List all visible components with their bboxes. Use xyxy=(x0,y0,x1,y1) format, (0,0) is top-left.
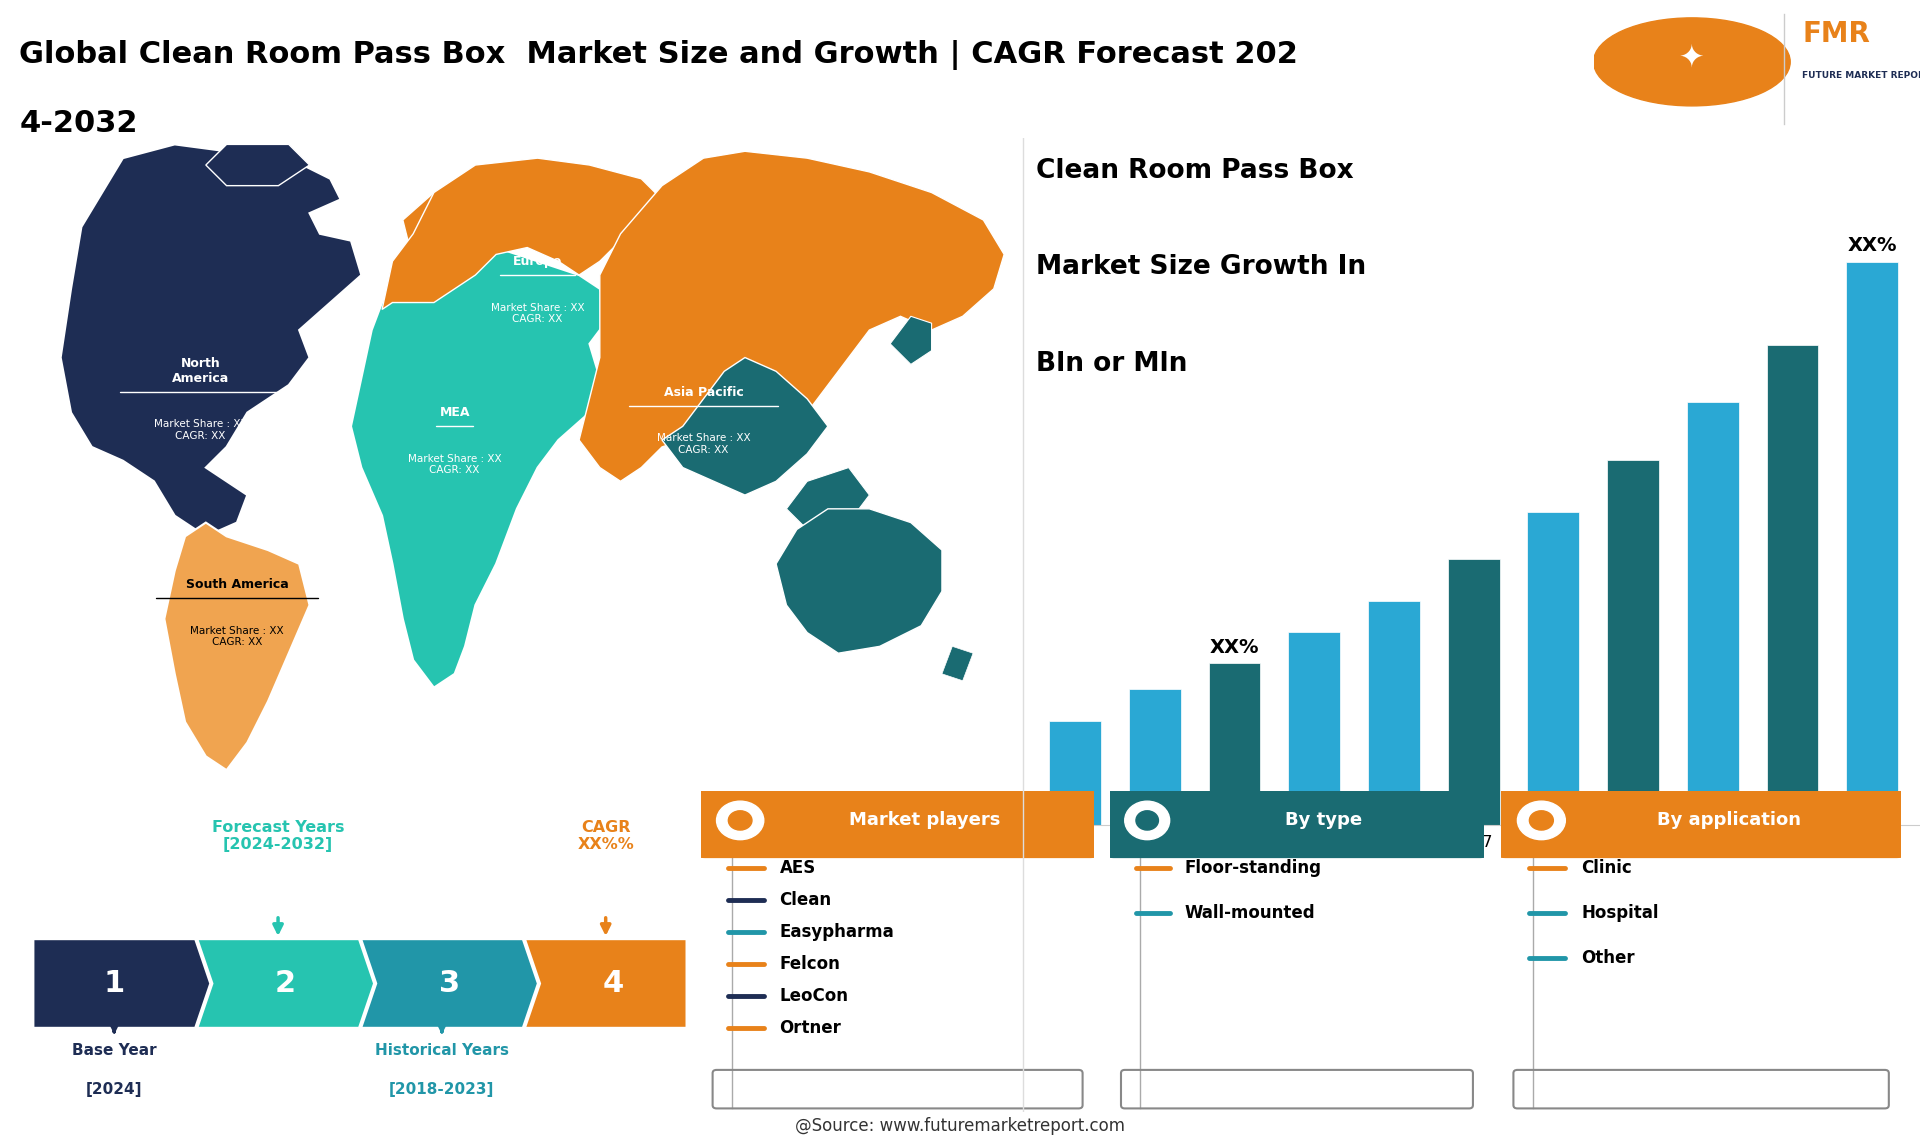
Text: Market Share : XX
CAGR: XX: Market Share : XX CAGR: XX xyxy=(154,419,248,441)
Text: [2018-2023]: [2018-2023] xyxy=(390,1082,495,1097)
Text: Market players: Market players xyxy=(849,811,1000,830)
Text: Forecast Years
[2024-2032]: Forecast Years [2024-2032] xyxy=(211,819,344,851)
Text: Easypharma: Easypharma xyxy=(780,923,895,941)
Text: Hospital: Hospital xyxy=(1582,904,1659,921)
Circle shape xyxy=(1125,801,1169,840)
Text: 3: 3 xyxy=(440,970,461,998)
Text: South America: South America xyxy=(186,579,288,591)
Polygon shape xyxy=(403,179,611,275)
Text: 4: 4 xyxy=(603,970,624,998)
FancyBboxPatch shape xyxy=(1498,787,1905,1115)
Text: FUTURE MARKET REPORT: FUTURE MARKET REPORT xyxy=(1803,71,1920,80)
Text: By type: By type xyxy=(1284,811,1361,830)
Text: By application: By application xyxy=(1657,811,1801,830)
Text: Clinic: Clinic xyxy=(1582,858,1632,877)
Polygon shape xyxy=(361,939,538,1028)
Polygon shape xyxy=(61,144,361,536)
Polygon shape xyxy=(205,144,309,186)
Text: Market Share : XX
CAGR: XX: Market Share : XX CAGR: XX xyxy=(492,303,584,324)
Circle shape xyxy=(1530,811,1553,830)
Text: Market Share : XX
CAGR: XX: Market Share : XX CAGR: XX xyxy=(407,454,501,476)
Bar xyxy=(1528,512,1580,825)
FancyBboxPatch shape xyxy=(1098,783,1496,858)
Text: Felcon: Felcon xyxy=(780,955,841,973)
Bar xyxy=(1766,345,1818,825)
Bar xyxy=(1048,721,1100,825)
Circle shape xyxy=(1594,18,1789,105)
Text: Asia Pacific: Asia Pacific xyxy=(664,386,743,399)
Bar xyxy=(1448,559,1500,825)
Polygon shape xyxy=(891,316,931,364)
Text: Wall-mounted: Wall-mounted xyxy=(1185,904,1315,921)
Text: MEA: MEA xyxy=(440,407,470,419)
Text: Base Year: Base Year xyxy=(71,1043,157,1058)
Text: AES: AES xyxy=(780,858,816,877)
FancyBboxPatch shape xyxy=(697,787,1098,1115)
Circle shape xyxy=(1517,801,1565,840)
Text: Clean Room Pass Box: Clean Room Pass Box xyxy=(1037,158,1354,185)
FancyBboxPatch shape xyxy=(689,783,1106,858)
Text: Market Share : XX
CAGR: XX: Market Share : XX CAGR: XX xyxy=(190,626,284,647)
Text: [2024]: [2024] xyxy=(86,1082,142,1097)
Polygon shape xyxy=(198,939,374,1028)
Text: 2: 2 xyxy=(275,970,296,998)
Polygon shape xyxy=(524,939,687,1028)
Circle shape xyxy=(728,811,753,830)
Polygon shape xyxy=(33,939,211,1028)
Text: XX%: XX% xyxy=(1847,236,1897,256)
Polygon shape xyxy=(351,248,611,688)
Text: Global Clean Room Pass Box  Market Size and Growth | CAGR Forecast 202: Global Clean Room Pass Box Market Size a… xyxy=(19,40,1298,70)
Text: LeoCon: LeoCon xyxy=(780,987,849,1005)
Text: Market Size Growth In: Market Size Growth In xyxy=(1037,254,1367,281)
Text: Other: Other xyxy=(1582,949,1636,966)
Text: FMR: FMR xyxy=(1803,21,1870,48)
Bar xyxy=(1607,460,1659,825)
Polygon shape xyxy=(787,468,870,529)
Circle shape xyxy=(716,801,764,840)
Text: Historical Years: Historical Years xyxy=(374,1043,509,1058)
Text: CAGR
XX%%: CAGR XX%% xyxy=(578,819,634,851)
Bar xyxy=(1367,601,1419,825)
Bar xyxy=(1208,664,1260,825)
Polygon shape xyxy=(580,151,1004,481)
Text: Bln or Mln: Bln or Mln xyxy=(1037,351,1187,377)
Text: Ortner: Ortner xyxy=(780,1019,841,1037)
Bar xyxy=(1129,690,1181,825)
Text: Floor-standing: Floor-standing xyxy=(1185,858,1321,877)
Polygon shape xyxy=(382,158,662,309)
Bar xyxy=(1688,402,1740,825)
Text: XX%: XX% xyxy=(1210,638,1260,657)
Bar xyxy=(1847,261,1899,825)
Polygon shape xyxy=(943,646,973,681)
Text: 1: 1 xyxy=(104,970,125,998)
Text: North
America: North America xyxy=(173,358,228,385)
Circle shape xyxy=(1137,811,1158,830)
Text: ✦: ✦ xyxy=(1680,44,1705,72)
Text: @Source: www.futuremarketreport.com: @Source: www.futuremarketreport.com xyxy=(795,1117,1125,1135)
Polygon shape xyxy=(776,509,943,653)
FancyBboxPatch shape xyxy=(1106,787,1488,1115)
FancyBboxPatch shape xyxy=(1490,783,1912,858)
Text: Market Share : XX
CAGR: XX: Market Share : XX CAGR: XX xyxy=(657,433,751,455)
Text: Clean: Clean xyxy=(780,890,831,909)
Polygon shape xyxy=(662,358,828,495)
Text: Europe: Europe xyxy=(513,256,563,268)
Text: 4-2032: 4-2032 xyxy=(19,109,138,138)
Bar xyxy=(1288,633,1340,825)
Polygon shape xyxy=(165,523,309,770)
